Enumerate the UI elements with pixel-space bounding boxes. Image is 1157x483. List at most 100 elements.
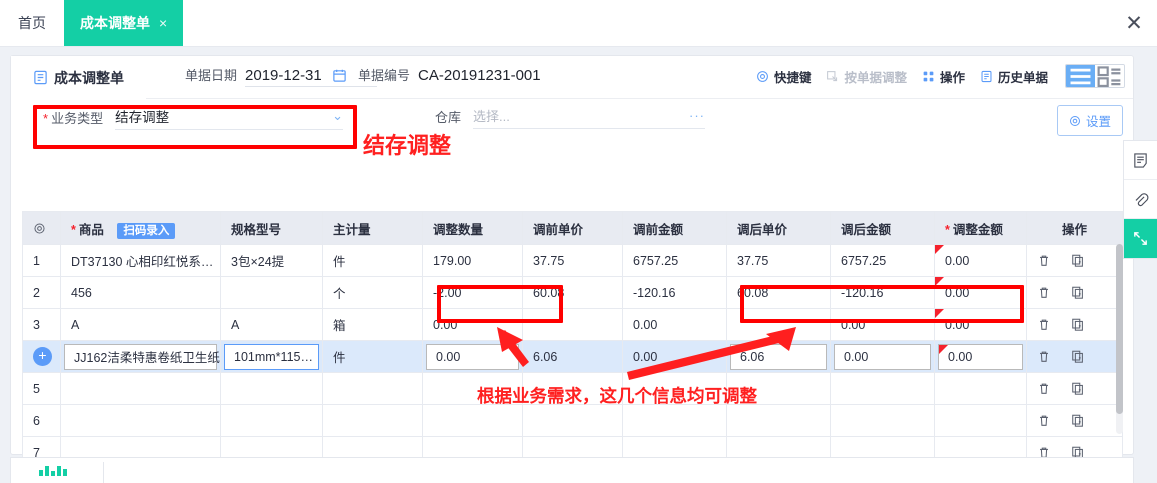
cell-unit[interactable] xyxy=(322,404,423,437)
cell-price-before[interactable] xyxy=(522,404,623,437)
delete-icon[interactable] xyxy=(1037,317,1051,332)
table-row[interactable]: 2 456 个 -2.00 60.08 -120.16 60.08 -120.1… xyxy=(22,276,1123,309)
delete-icon[interactable] xyxy=(1037,349,1051,364)
cell-qty[interactable]: 0.00 xyxy=(422,308,523,341)
adjust-amount-input[interactable]: 0.00 xyxy=(938,343,1023,370)
settings-button[interactable]: 设置 xyxy=(1056,105,1123,136)
toolbar-history-docs[interactable]: 历史单据 xyxy=(980,67,1048,86)
view-mode-card-button[interactable] xyxy=(1095,65,1124,87)
cell-spec[interactable]: 101mm*115… xyxy=(220,340,323,373)
table-row[interactable]: 3 A A 箱 0.00 0.00 0.00 0.00 xyxy=(22,308,1123,341)
cell-adjust-amount[interactable]: 0.00 xyxy=(934,244,1027,277)
copy-add-icon[interactable] xyxy=(1071,413,1085,428)
column-header-adjust-amount[interactable]: * 调整金额 xyxy=(934,211,1027,245)
cell-price-after[interactable] xyxy=(726,308,831,341)
tab-cost-adjustment[interactable]: 成本调整单 × xyxy=(64,0,184,46)
cell-amount-before[interactable] xyxy=(622,404,727,437)
cell-product[interactable] xyxy=(60,404,221,437)
spec-input[interactable]: 101mm*115… xyxy=(224,343,319,370)
chevron-down-icon[interactable]: ⌄ xyxy=(332,108,344,123)
toolbar-adjust-by-doc[interactable]: 按单据调整 xyxy=(826,67,907,86)
cell-adjust-amount[interactable] xyxy=(934,372,1027,405)
copy-add-icon[interactable] xyxy=(1071,317,1085,332)
cell-spec[interactable] xyxy=(220,404,323,437)
column-header-amount-after[interactable]: 调后金额 xyxy=(830,211,935,245)
cell-price-after[interactable]: 37.75 xyxy=(726,244,831,277)
cell-qty[interactable]: 179.00 xyxy=(422,244,523,277)
cell-amount-before[interactable]: 0.00 xyxy=(622,308,727,341)
cell-unit[interactable] xyxy=(322,372,423,405)
column-header-qty[interactable]: 调整数量 xyxy=(422,211,523,245)
table-row[interactable]: 1 DT37130 心相印红悦系… 3包×24提 件 179.00 37.75 … xyxy=(22,244,1123,277)
warehouse-field[interactable]: 仓库 选择... ··· xyxy=(435,106,706,129)
rail-attachment-button[interactable] xyxy=(1124,180,1157,219)
toolbar-operations[interactable]: 操作 xyxy=(922,67,965,86)
cell-qty[interactable]: 0.00 xyxy=(422,340,523,373)
column-header-product[interactable]: * 商品 扫码录入 xyxy=(60,211,221,245)
calendar-icon[interactable] xyxy=(332,68,347,83)
qty-input[interactable]: 0.00 xyxy=(426,343,519,370)
delete-icon[interactable] xyxy=(1037,285,1051,300)
cell-price-before[interactable]: 6.06 xyxy=(522,340,623,373)
cell-product[interactable] xyxy=(60,372,221,405)
cell-product[interactable]: DT37130 心相印红悦系… xyxy=(60,244,221,277)
add-row-button[interactable]: + xyxy=(22,340,61,373)
cell-price-before[interactable] xyxy=(522,308,623,341)
cell-amount-after[interactable]: 0.00 xyxy=(830,340,935,373)
cell-unit[interactable]: 件 xyxy=(322,244,423,277)
cell-amount-before[interactable]: -120.16 xyxy=(622,276,727,309)
copy-add-icon[interactable] xyxy=(1071,381,1085,396)
cell-spec[interactable]: A xyxy=(220,308,323,341)
tab-home[interactable]: 首页 xyxy=(0,0,64,46)
rail-notes-button[interactable] xyxy=(1124,141,1157,180)
doc-date-field[interactable]: 单据日期 2019-12-31 xyxy=(185,65,378,87)
window-close-button[interactable]: ✕ xyxy=(1111,0,1157,46)
delete-icon[interactable] xyxy=(1037,253,1051,268)
cell-qty[interactable]: -2.00 xyxy=(422,276,523,309)
cell-unit[interactable]: 件 xyxy=(322,340,423,373)
cell-spec[interactable] xyxy=(220,276,323,309)
biz-type-field[interactable]: * 业务类型 结存调整 ⌄ xyxy=(43,106,363,130)
view-mode-list-button[interactable] xyxy=(1066,65,1095,87)
copy-add-icon[interactable] xyxy=(1071,285,1085,300)
copy-add-icon[interactable] xyxy=(1071,253,1085,268)
cell-price-after[interactable]: 60.08 xyxy=(726,276,831,309)
table-vertical-scrollbar[interactable] xyxy=(1116,244,1123,434)
cell-adjust-amount[interactable]: 0.00 xyxy=(934,308,1027,341)
cell-amount-before[interactable]: 0.00 xyxy=(622,340,727,373)
scan-entry-button[interactable]: 扫码录入 xyxy=(117,222,176,239)
cell-amount-after[interactable]: -120.16 xyxy=(830,276,935,309)
cell-price-before[interactable]: 60.08 xyxy=(522,276,623,309)
toolbar-shortcut[interactable]: 快捷键 xyxy=(756,67,811,86)
close-icon[interactable]: × xyxy=(159,15,168,31)
cell-qty[interactable] xyxy=(422,372,523,405)
plus-icon[interactable]: + xyxy=(33,347,52,366)
cell-price-before[interactable] xyxy=(522,372,623,405)
cell-amount-after[interactable] xyxy=(830,404,935,437)
cell-unit[interactable]: 个 xyxy=(322,276,423,309)
column-header-price-before[interactable]: 调前单价 xyxy=(522,211,623,245)
column-settings-header[interactable] xyxy=(22,211,61,245)
table-row[interactable]: 6 xyxy=(22,404,1123,437)
doc-date-control[interactable]: 2019-12-31 xyxy=(245,67,378,87)
price-after-input[interactable]: 6.06 xyxy=(730,343,827,370)
cell-amount-after[interactable] xyxy=(830,372,935,405)
cell-product[interactable]: A xyxy=(60,308,221,341)
table-row[interactable]: + JJ162洁柔特惠卷纸卫生纸 101mm*115… 件 0.00 6.06 xyxy=(22,340,1123,373)
cell-spec[interactable]: 3包×24提 xyxy=(220,244,323,277)
warehouse-select[interactable]: 选择... ··· xyxy=(473,106,706,129)
cell-amount-before[interactable] xyxy=(622,372,727,405)
cell-price-after[interactable] xyxy=(726,372,831,405)
cell-unit[interactable]: 箱 xyxy=(322,308,423,341)
cell-qty[interactable] xyxy=(422,404,523,437)
cell-price-after[interactable]: 6.06 xyxy=(726,340,831,373)
cell-amount-after[interactable]: 6757.25 xyxy=(830,244,935,277)
table-row[interactable]: 5 xyxy=(22,372,1123,405)
column-header-price-after[interactable]: 调后单价 xyxy=(726,211,831,245)
cell-product[interactable]: JJ162洁柔特惠卷纸卫生纸 xyxy=(60,340,221,373)
column-header-amount-before[interactable]: 调前金额 xyxy=(622,211,727,245)
cell-adjust-amount[interactable] xyxy=(934,404,1027,437)
amount-after-input[interactable]: 0.00 xyxy=(834,343,931,370)
cell-price-before[interactable]: 37.75 xyxy=(522,244,623,277)
cell-adjust-amount[interactable]: 0.00 xyxy=(934,276,1027,309)
